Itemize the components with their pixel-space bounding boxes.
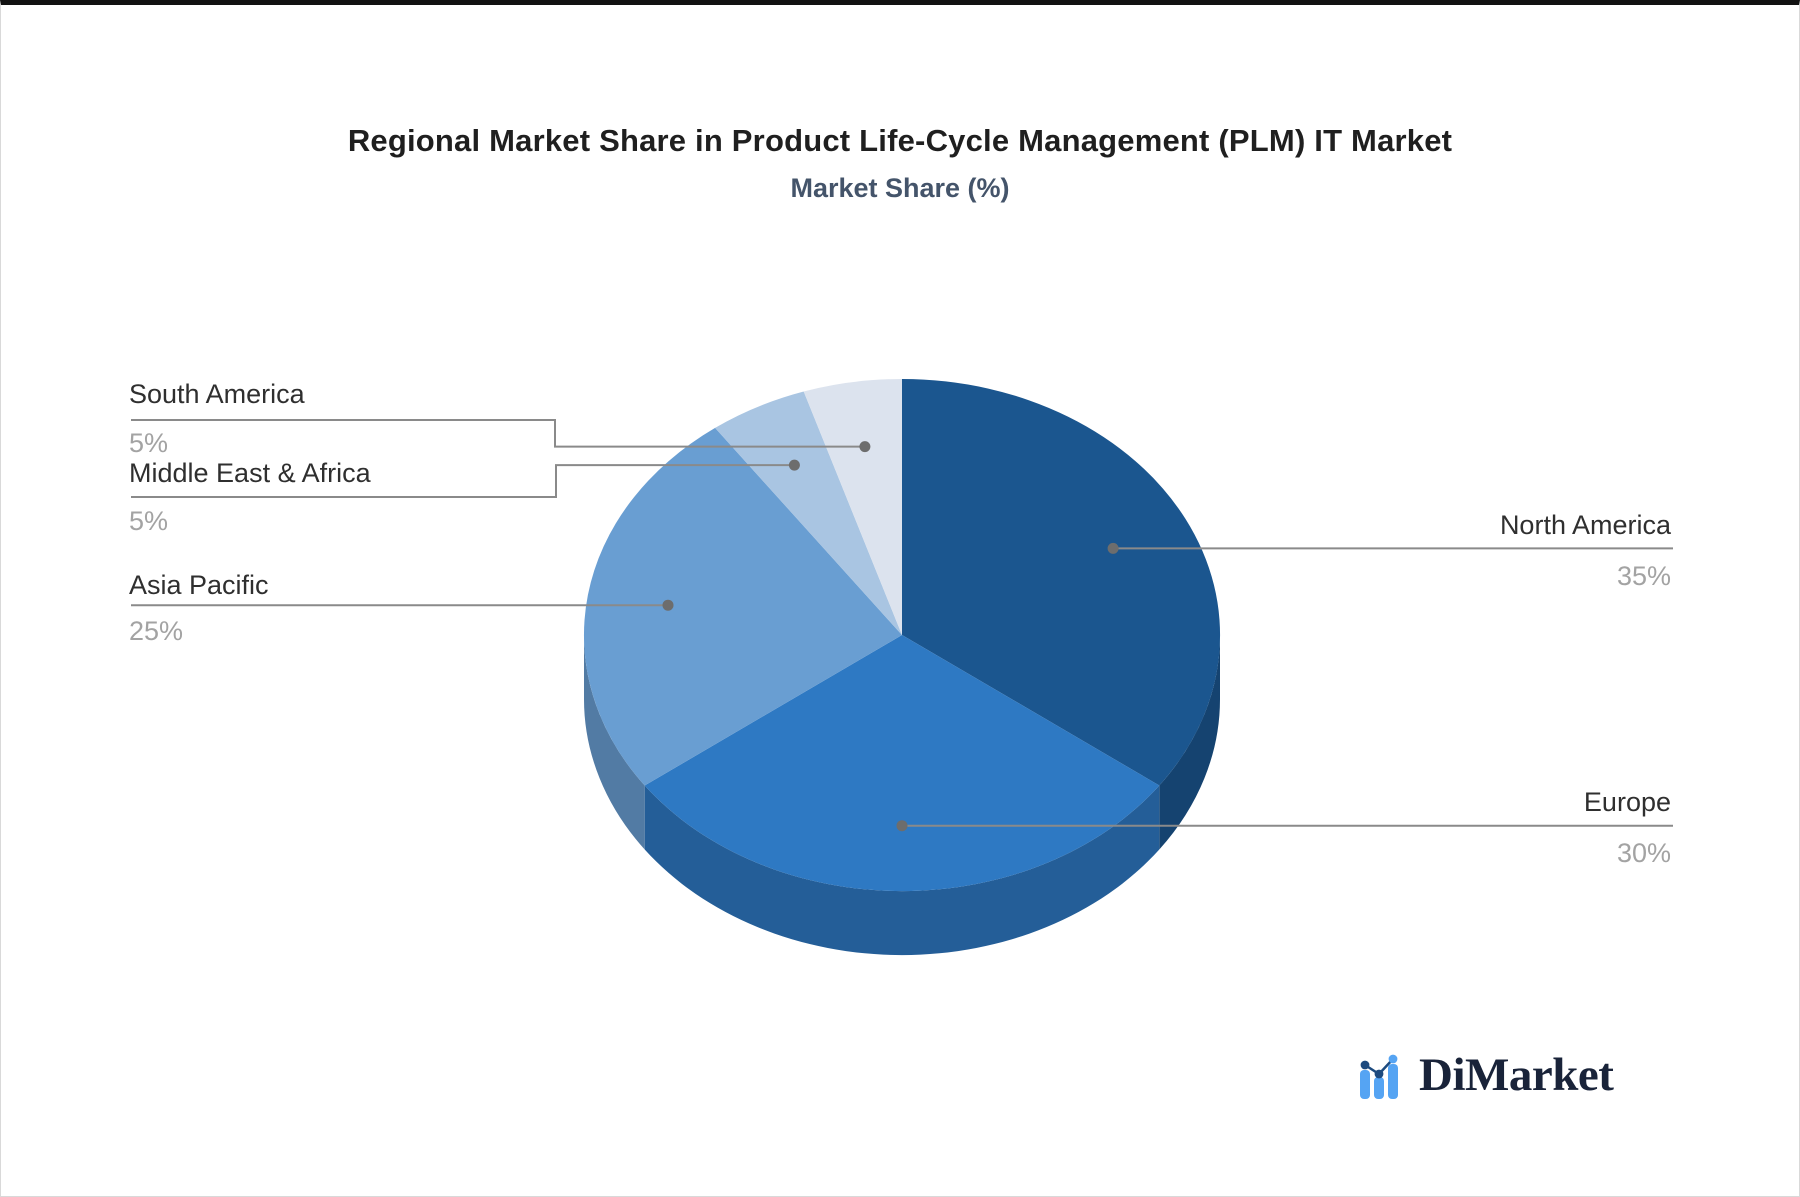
- callout-line-south-america: [131, 419, 865, 448]
- slice-label-asia-pacific: Asia Pacific: [129, 570, 269, 600]
- slice-value-north-america: 35%: [1616, 561, 1671, 591]
- callout-dot-asia-pacific: [662, 599, 674, 611]
- callout-dot-europe: [896, 820, 908, 832]
- pie-slice-north-america-depth: [1159, 635, 1221, 850]
- callout-dot-middle-east-africa: [788, 459, 800, 471]
- pie-slice-europe-depth: [644, 785, 1160, 956]
- pie-slice-north-america[interactable]: [902, 378, 1221, 786]
- dimarket-logo: DiMarket: [1357, 1041, 1614, 1101]
- slice-label-middle-east-africa: Middle East & Africa: [129, 458, 371, 488]
- callout-line-middle-east-africa: [131, 464, 795, 498]
- chart-subtitle: Market Share (%): [790, 173, 1010, 203]
- pie-slice-europe[interactable]: [644, 635, 1160, 892]
- pie-slice-south-america[interactable]: [803, 378, 902, 635]
- slice-value-middle-east-africa: 5%: [129, 506, 169, 536]
- slice-label-europe: Europe: [1583, 787, 1671, 817]
- pie-slice-middle-east-africa[interactable]: [715, 391, 902, 636]
- chart-title: Regional Market Share in Product Life-Cy…: [347, 123, 1453, 158]
- slice-value-asia-pacific: 25%: [129, 616, 184, 646]
- slice-label-north-america: North America: [1499, 510, 1671, 540]
- slice-value-south-america: 5%: [129, 428, 169, 458]
- slice-label-south-america: South America: [129, 379, 305, 409]
- callout-dot-north-america: [1107, 542, 1119, 554]
- dimarket-logo-icon: [1360, 1054, 1398, 1099]
- pie-slice-asia-pacific[interactable]: [583, 427, 902, 786]
- pie-slice-asia-pacific-depth: [583, 635, 645, 850]
- callout-dot-south-america: [859, 441, 871, 453]
- pie-chart-canvas: [131, 378, 1673, 956]
- slice-value-europe: 30%: [1616, 838, 1671, 868]
- dimarket-logo-text: DiMarket: [1419, 1049, 1614, 1101]
